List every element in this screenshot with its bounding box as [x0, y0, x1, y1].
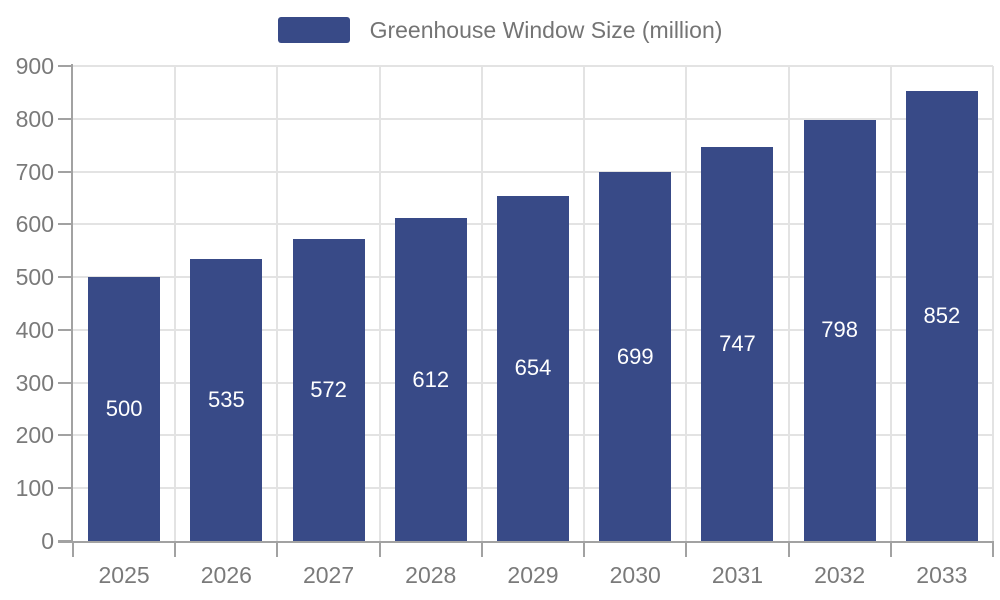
- bar[interactable]: [497, 195, 569, 541]
- gridline-vertical: [276, 66, 279, 541]
- x-axis-tick: [583, 541, 586, 557]
- bar[interactable]: [905, 91, 978, 541]
- bar-value-label: 535: [207, 386, 245, 412]
- y-axis-tick: [58, 117, 73, 120]
- y-axis-label: 200: [15, 422, 54, 449]
- y-axis-label: 500: [15, 264, 54, 291]
- y-axis-tick: [58, 170, 73, 173]
- legend-item[interactable]: Greenhouse Window Size (million): [0, 12, 1000, 48]
- gridline-vertical: [174, 66, 177, 541]
- y-axis-label: 400: [15, 316, 54, 343]
- y-axis-label: 900: [15, 53, 54, 79]
- y-axis-tick: [58, 276, 73, 279]
- bar-value-label: 798: [821, 317, 859, 343]
- y-axis-tick: [58, 223, 73, 226]
- x-axis-tick: [685, 541, 688, 557]
- y-axis-label: 100: [15, 475, 54, 502]
- bar-value-label: 572: [310, 377, 347, 403]
- gridline-horizontal: [73, 170, 993, 173]
- gridline-horizontal: [73, 65, 993, 67]
- x-axis-label: 2030: [609, 562, 661, 588]
- gridline-vertical: [685, 66, 688, 541]
- y-axis-tick: [58, 487, 73, 490]
- bar[interactable]: [394, 218, 467, 541]
- x-axis-tick: [889, 541, 892, 557]
- bar-value-label: 852: [923, 303, 961, 329]
- x-axis-tick: [480, 541, 483, 557]
- y-axis-label: 800: [15, 105, 54, 132]
- x-axis-label: 2026: [200, 562, 252, 588]
- gridline-vertical: [378, 66, 381, 541]
- bar[interactable]: [599, 172, 672, 541]
- y-axis-tick: [58, 65, 73, 67]
- bar-value-label: 654: [514, 355, 552, 381]
- x-axis-label: 2031: [711, 562, 764, 588]
- x-axis-tick: [72, 541, 74, 557]
- y-axis-tick: [58, 381, 73, 384]
- gridline-vertical: [480, 66, 483, 541]
- legend-label: Greenhouse Window Size (million): [369, 17, 723, 43]
- gridline-vertical: [787, 66, 790, 541]
- bar-value-label: 612: [412, 366, 450, 392]
- gridline-vertical: [889, 66, 892, 541]
- x-axis-label: 2029: [507, 562, 559, 588]
- bar[interactable]: [292, 239, 365, 541]
- y-axis-label: 600: [15, 211, 54, 238]
- bar-value-label: 500: [105, 396, 143, 422]
- bar[interactable]: [190, 258, 263, 541]
- gridline-horizontal: [73, 117, 993, 120]
- x-axis-tick: [378, 541, 381, 557]
- y-axis-tick: [58, 328, 73, 331]
- gridline-vertical: [583, 66, 586, 541]
- bar[interactable]: [88, 277, 161, 541]
- gridline-vertical: [992, 66, 994, 541]
- x-axis-tick: [276, 541, 279, 557]
- x-axis-tick: [992, 541, 994, 557]
- bar-value-label: 699: [616, 343, 654, 369]
- legend-swatch: [277, 17, 350, 43]
- y-axis-label: 0: [41, 528, 54, 554]
- x-axis-label: 2025: [98, 562, 150, 588]
- x-axis-label: 2032: [814, 562, 866, 588]
- y-axis-label: 700: [15, 158, 54, 185]
- x-axis-label: 2028: [405, 562, 457, 588]
- x-axis-tick: [787, 541, 790, 557]
- bar[interactable]: [701, 146, 774, 541]
- bar-value-label: 747: [719, 330, 756, 356]
- x-axis-line: [58, 541, 993, 543]
- y-axis-label: 300: [15, 369, 54, 396]
- y-axis-tick: [58, 434, 73, 437]
- bar[interactable]: [803, 119, 876, 541]
- y-axis-line: [71, 64, 73, 541]
- x-axis-label: 2027: [302, 562, 355, 588]
- x-axis-label: 2033: [916, 562, 968, 588]
- x-axis-tick: [174, 541, 177, 557]
